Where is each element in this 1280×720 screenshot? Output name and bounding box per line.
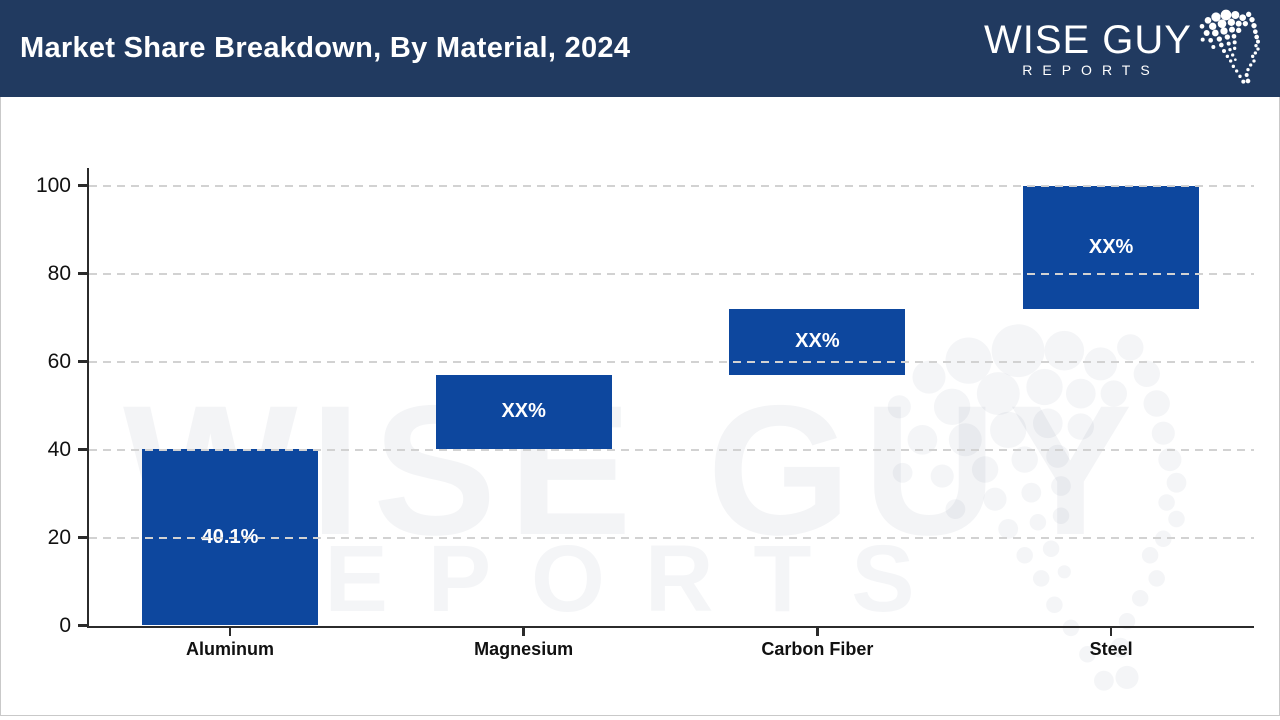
y-tick-label-40: 40 [47,437,71,461]
y-tick-60 [78,360,87,363]
gridline-60 [89,360,1254,363]
bar-value-label: XX% [501,400,546,423]
x-tick-3 [1109,628,1113,636]
page-title: Market Share Breakdown, By Material, 202… [20,32,631,64]
gridline-100 [89,184,1254,187]
y-tick-label-20: 20 [47,525,71,549]
gridline-40 [89,448,1254,451]
y-tick-100 [78,184,87,187]
y-tick-label-80: 80 [47,261,71,285]
x-tick-1 [522,628,525,636]
logo-subtitle: REPORTS [1022,62,1160,78]
gridline-80 [89,272,1254,275]
wise-guy-logo: WISE GUY REPORTS [984,9,1262,89]
y-tick-label-100: 100 [35,173,71,197]
category-label-2: Carbon Fiber [761,639,874,659]
bar-magnesium: XX% [435,374,612,450]
y-tick-20 [78,536,87,539]
y-tick-label-0: 0 [59,613,71,637]
x-tick-0 [228,628,232,636]
x-tick-2 [816,628,819,636]
y-tick-0 [78,624,87,627]
category-label-1: Magnesium [474,639,574,659]
logo-wordmark: WISE GUY [983,18,1192,62]
logo-text: WISE GUY REPORTS [984,19,1192,78]
gridline-20 [89,536,1254,539]
watermark-subtitle: REPORTS [216,526,955,632]
header: Market Share Breakdown, By Material, 202… [0,0,1280,97]
bar-carbon-fiber: XX% [729,308,906,375]
category-label-0: Aluminum [186,639,274,659]
x-axis [86,625,1254,628]
bar-steel: XX% [1023,185,1200,309]
bar-value-label: XX% [795,330,840,353]
y-tick-40 [78,448,87,451]
bar-value-label: XX% [1088,235,1134,258]
y-tick-label-60: 60 [47,349,71,373]
y-axis [86,168,89,628]
y-tick-80 [78,272,87,275]
category-label-3: Steel [1089,639,1133,659]
